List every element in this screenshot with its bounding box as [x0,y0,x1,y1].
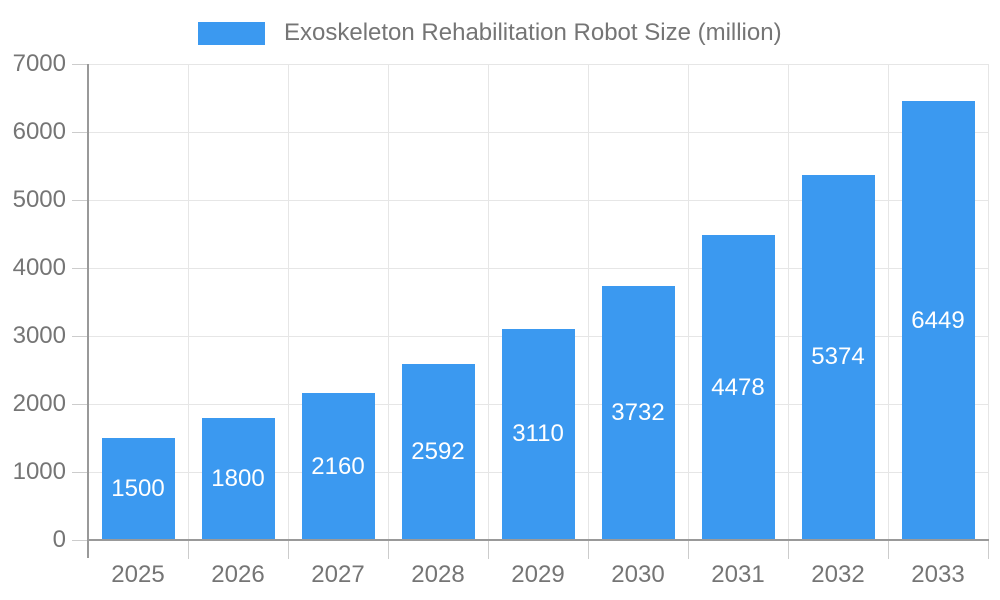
bar-2028[interactable] [401,363,475,540]
h-gridline [88,267,988,269]
x-axis-tick [787,541,789,559]
x-axis-tick [587,541,589,559]
y-tick-label: 1000 [12,458,66,485]
bar-2029[interactable] [501,328,575,540]
x-axis-tick [687,541,689,559]
bar-2031[interactable] [701,235,775,540]
y-axis-line [87,64,89,558]
x-axis-tick [187,541,189,559]
bar-value-label: 3110 [512,420,564,448]
x-tick-label: 2027 [311,561,365,588]
y-tick-label: 7000 [12,50,66,77]
y-tick-label: 6000 [12,118,66,145]
y-tick-label: 4000 [12,254,66,281]
y-axis-tick [72,267,88,269]
bar-value-label: 3732 [611,399,665,427]
x-tick-label: 2033 [911,561,965,588]
bar-value-label: 2160 [311,452,365,480]
legend-item[interactable]: Exoskeleton Rehabilitation Robot Size (m… [198,20,782,46]
x-tick-label: 2026 [211,561,265,588]
y-axis-tick [72,63,88,65]
bar-value-label: 6449 [911,306,965,334]
y-tick-label: 2000 [12,390,66,417]
x-axis-tick [287,541,289,559]
y-tick-label: 0 [52,526,66,553]
x-tick-label: 2029 [511,561,565,588]
y-axis-tick [72,199,88,201]
bar-2032[interactable] [801,174,875,540]
v-gridline [887,64,889,540]
bar-value-label: 5374 [811,343,865,371]
h-gridline [88,131,988,133]
v-gridline [487,64,489,540]
y-tick-label: 3000 [12,322,66,349]
v-gridline [287,64,289,540]
y-axis-tick [72,471,88,473]
v-gridline [387,64,389,540]
v-gridline [687,64,689,540]
bar-2033[interactable] [901,101,975,540]
y-axis-tick [72,539,88,541]
bar-2030[interactable] [601,286,675,540]
x-axis-tick [987,541,989,559]
bar-value-label: 4478 [711,373,765,401]
y-axis-tick [72,403,88,405]
v-gridline [787,64,789,540]
x-axis-line [87,539,989,541]
x-axis-tick [387,541,389,559]
legend-label: Exoskeleton Rehabilitation Robot Size (m… [284,19,782,46]
y-tick-label: 5000 [12,186,66,213]
h-gridline [88,63,988,65]
x-axis-tick [487,541,489,559]
bar-2025[interactable] [101,438,175,540]
x-axis-tick [887,541,889,559]
x-tick-label: 2025 [111,561,165,588]
bar-value-label: 1800 [211,464,265,492]
bar-value-label: 2592 [411,437,465,465]
x-tick-label: 2031 [711,561,765,588]
v-gridline [187,64,189,540]
v-gridline [987,64,989,540]
y-axis-tick [72,335,88,337]
h-gridline [88,199,988,201]
bar-2026[interactable] [201,417,275,540]
v-gridline [587,64,589,540]
x-tick-label: 2028 [411,561,465,588]
bar-value-label: 1500 [111,475,165,502]
bar-2027[interactable] [301,393,375,540]
x-tick-label: 2032 [811,561,865,588]
y-axis-tick [72,131,88,133]
x-tick-label: 2030 [611,561,665,588]
legend-swatch [198,21,265,45]
